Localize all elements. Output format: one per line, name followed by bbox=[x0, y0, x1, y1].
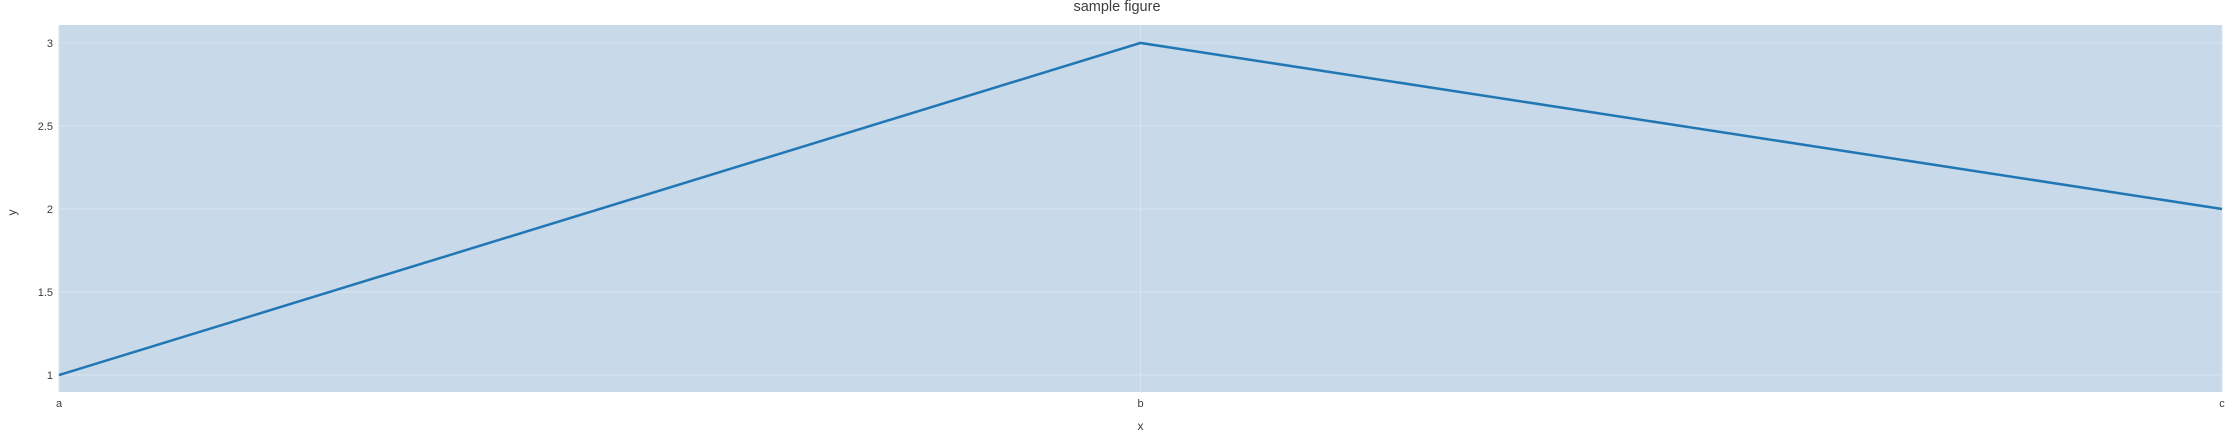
x-axis-title: x bbox=[1138, 419, 1144, 433]
data-line bbox=[58, 41, 2223, 377]
y-tick-label: 2 bbox=[47, 204, 53, 216]
y-tick-label: 2.5 bbox=[38, 121, 53, 133]
x-tick-label: a bbox=[56, 398, 63, 410]
y-axis-title: y bbox=[5, 210, 19, 216]
y-tick-label: 3 bbox=[47, 38, 53, 50]
x-tick-label: b bbox=[1137, 398, 1143, 410]
x-tick-label: c bbox=[2219, 398, 2225, 410]
y-tick-label: 1.5 bbox=[38, 287, 53, 299]
y-tick-label: 1 bbox=[47, 370, 53, 382]
chart-title: sample figure bbox=[1073, 0, 1161, 15]
